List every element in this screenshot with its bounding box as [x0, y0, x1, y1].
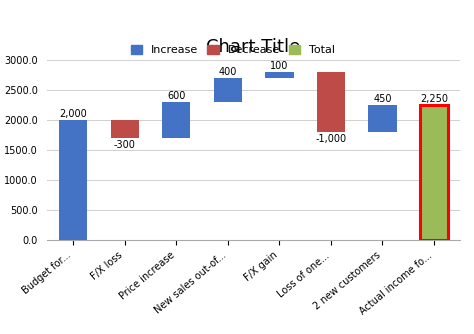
Text: 600: 600 [167, 91, 185, 101]
Text: 2,250: 2,250 [420, 94, 448, 104]
Legend: Increase, Decrease, Total: Increase, Decrease, Total [127, 40, 339, 60]
Title: Chart Title: Chart Title [207, 38, 301, 56]
Text: 2,000: 2,000 [59, 109, 87, 119]
Bar [420, 105, 448, 240]
Bar [265, 72, 293, 78]
Bar [420, 105, 448, 240]
Bar [214, 78, 242, 102]
Bar [317, 72, 345, 132]
Text: 100: 100 [270, 61, 289, 71]
Bar [59, 120, 87, 240]
Bar [368, 105, 397, 132]
Bar [162, 102, 191, 138]
Text: 400: 400 [219, 67, 237, 77]
Text: -1,000: -1,000 [315, 134, 346, 144]
Text: 450: 450 [373, 94, 392, 104]
Bar [110, 120, 139, 138]
Text: -300: -300 [114, 140, 136, 150]
